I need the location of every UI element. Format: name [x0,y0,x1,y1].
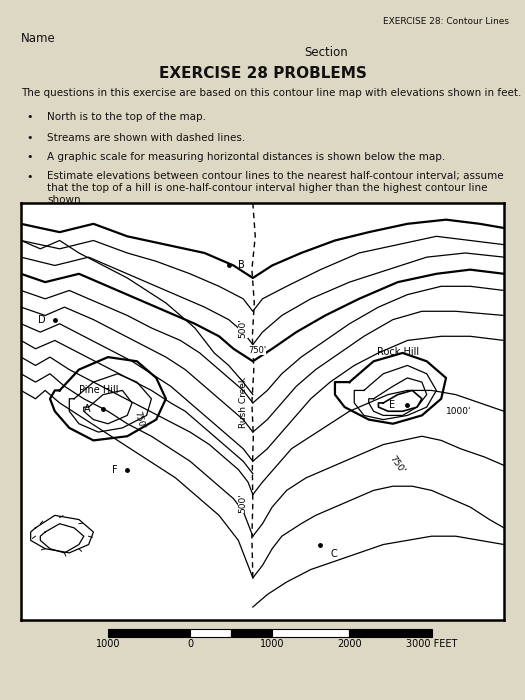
Text: Name: Name [21,32,56,45]
Text: Rock Hill: Rock Hill [376,347,419,357]
Text: 750': 750' [132,410,145,430]
Text: Rush Creek: Rush Creek [239,377,248,428]
Text: 1000: 1000 [260,639,285,649]
Text: Section: Section [304,46,348,59]
Bar [190,629,231,637]
Bar [350,629,432,637]
Text: EXERCISE 28 PROBLEMS: EXERCISE 28 PROBLEMS [159,66,366,81]
Text: F: F [112,465,118,475]
Text: 750': 750' [388,454,407,476]
Text: 500': 500' [239,493,248,513]
Text: C: C [330,549,337,559]
Text: •: • [26,152,33,162]
Bar [272,629,350,637]
Text: EXERCISE 28: Contour Lines: EXERCISE 28: Contour Lines [383,18,509,27]
Text: 0: 0 [187,639,193,649]
Text: Estimate elevations between contour lines to the nearest half-contour interval; : Estimate elevations between contour line… [47,172,504,204]
Text: 500': 500' [239,318,248,338]
Text: 1000': 1000' [446,407,471,416]
Text: •: • [26,112,33,122]
Text: •: • [26,172,33,181]
Text: Pine Hill: Pine Hill [79,384,118,395]
Bar [108,629,190,637]
Text: 1000: 1000 [96,639,120,649]
Text: E: E [389,400,395,410]
Text: North is to the top of the map.: North is to the top of the map. [47,112,206,122]
Text: The questions in this exercise are based on this contour line map with elevation: The questions in this exercise are based… [21,88,521,97]
Text: Streams are shown with dashed lines.: Streams are shown with dashed lines. [47,133,246,143]
Text: A: A [85,404,91,414]
Text: 750': 750' [248,346,266,355]
Bar [231,629,272,637]
Text: 2000: 2000 [337,639,362,649]
Text: •: • [26,133,33,143]
Text: B: B [238,260,245,270]
Text: A graphic scale for measuring horizontal distances is shown below the map.: A graphic scale for measuring horizontal… [47,152,446,162]
Text: D: D [37,314,45,325]
Text: 3000 FEET: 3000 FEET [406,639,457,649]
